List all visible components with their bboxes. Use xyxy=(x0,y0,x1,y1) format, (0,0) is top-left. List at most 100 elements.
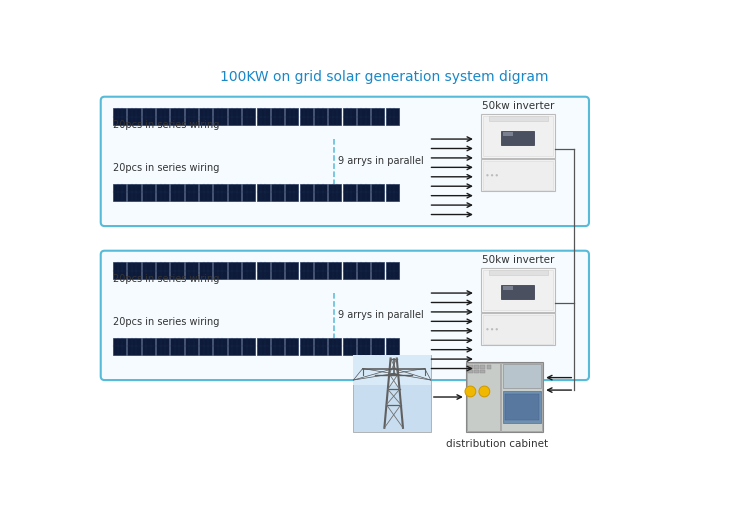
Text: 50kw inverter: 50kw inverter xyxy=(482,101,554,111)
Bar xyxy=(285,184,298,201)
Bar xyxy=(142,108,155,125)
Circle shape xyxy=(486,328,488,330)
Text: 50kw inverter: 50kw inverter xyxy=(482,255,554,266)
Bar xyxy=(228,262,241,279)
Bar xyxy=(256,262,270,279)
Bar xyxy=(343,338,355,355)
Circle shape xyxy=(479,386,490,397)
Bar xyxy=(156,108,170,125)
Bar xyxy=(501,131,534,145)
Bar xyxy=(113,262,126,279)
Text: distribution cabinet: distribution cabinet xyxy=(446,439,548,449)
Bar xyxy=(503,392,541,422)
Bar xyxy=(242,108,255,125)
Bar xyxy=(314,262,327,279)
Bar xyxy=(505,394,539,420)
Text: 9 arrys in parallel: 9 arrys in parallel xyxy=(338,156,424,166)
Bar xyxy=(483,270,554,310)
Bar xyxy=(328,108,341,125)
Circle shape xyxy=(486,174,488,176)
Bar xyxy=(357,262,370,279)
Bar xyxy=(256,338,270,355)
Bar xyxy=(184,262,198,279)
Bar xyxy=(502,363,542,431)
Bar xyxy=(184,184,198,201)
Text: 20pcs in series wiring: 20pcs in series wiring xyxy=(113,163,220,173)
Bar xyxy=(371,338,384,355)
Bar xyxy=(371,108,384,125)
Bar xyxy=(271,184,284,201)
Bar xyxy=(483,315,554,344)
Bar xyxy=(468,370,472,373)
Bar xyxy=(357,184,370,201)
Bar xyxy=(184,108,198,125)
Bar xyxy=(474,366,479,368)
Bar xyxy=(481,366,485,368)
Bar xyxy=(200,338,212,355)
Bar xyxy=(228,338,241,355)
Bar xyxy=(200,262,212,279)
Bar xyxy=(501,285,534,298)
Bar xyxy=(184,338,198,355)
Bar xyxy=(314,108,327,125)
Bar xyxy=(113,338,126,355)
Bar xyxy=(113,108,126,125)
Bar xyxy=(170,184,184,201)
Bar xyxy=(214,262,226,279)
Text: 100KW on grid solar generation system digram: 100KW on grid solar generation system di… xyxy=(220,70,548,84)
Bar xyxy=(468,366,472,368)
Bar xyxy=(299,262,313,279)
Circle shape xyxy=(496,328,498,330)
Bar xyxy=(299,338,313,355)
Bar xyxy=(142,184,155,201)
Circle shape xyxy=(465,386,476,397)
Bar xyxy=(483,116,554,156)
Bar xyxy=(271,338,284,355)
Bar xyxy=(242,184,255,201)
Bar xyxy=(482,159,555,191)
Bar xyxy=(128,338,141,355)
Bar xyxy=(271,262,284,279)
Bar xyxy=(343,184,355,201)
Bar xyxy=(482,114,555,157)
Bar xyxy=(371,262,384,279)
Bar xyxy=(200,108,212,125)
Bar xyxy=(285,108,298,125)
Circle shape xyxy=(491,174,494,176)
Bar xyxy=(386,262,399,279)
Bar xyxy=(328,338,341,355)
Bar xyxy=(482,313,555,346)
Bar xyxy=(386,108,399,125)
Bar xyxy=(242,262,255,279)
Bar xyxy=(483,161,554,190)
Bar xyxy=(156,184,170,201)
Text: 20pcs in series wiring: 20pcs in series wiring xyxy=(113,317,220,328)
Bar xyxy=(228,184,241,201)
Bar xyxy=(256,184,270,201)
Bar xyxy=(371,184,384,201)
Circle shape xyxy=(491,328,494,330)
Bar xyxy=(343,108,355,125)
Bar xyxy=(128,184,141,201)
Bar xyxy=(314,338,327,355)
Bar xyxy=(200,184,212,201)
Bar xyxy=(113,184,126,201)
Bar xyxy=(474,370,479,373)
Bar xyxy=(488,270,548,275)
Bar xyxy=(343,262,355,279)
Bar xyxy=(487,366,491,368)
Bar xyxy=(214,184,226,201)
Bar xyxy=(328,262,341,279)
Bar xyxy=(142,338,155,355)
Bar xyxy=(466,363,500,431)
Bar xyxy=(386,184,399,201)
Bar xyxy=(242,338,255,355)
Bar xyxy=(128,262,141,279)
Bar xyxy=(353,355,430,431)
Bar xyxy=(503,364,541,388)
Text: 20pcs in series wiring: 20pcs in series wiring xyxy=(113,120,220,130)
Bar xyxy=(386,338,399,355)
Bar xyxy=(488,116,548,121)
Bar xyxy=(299,184,313,201)
Bar xyxy=(357,338,370,355)
